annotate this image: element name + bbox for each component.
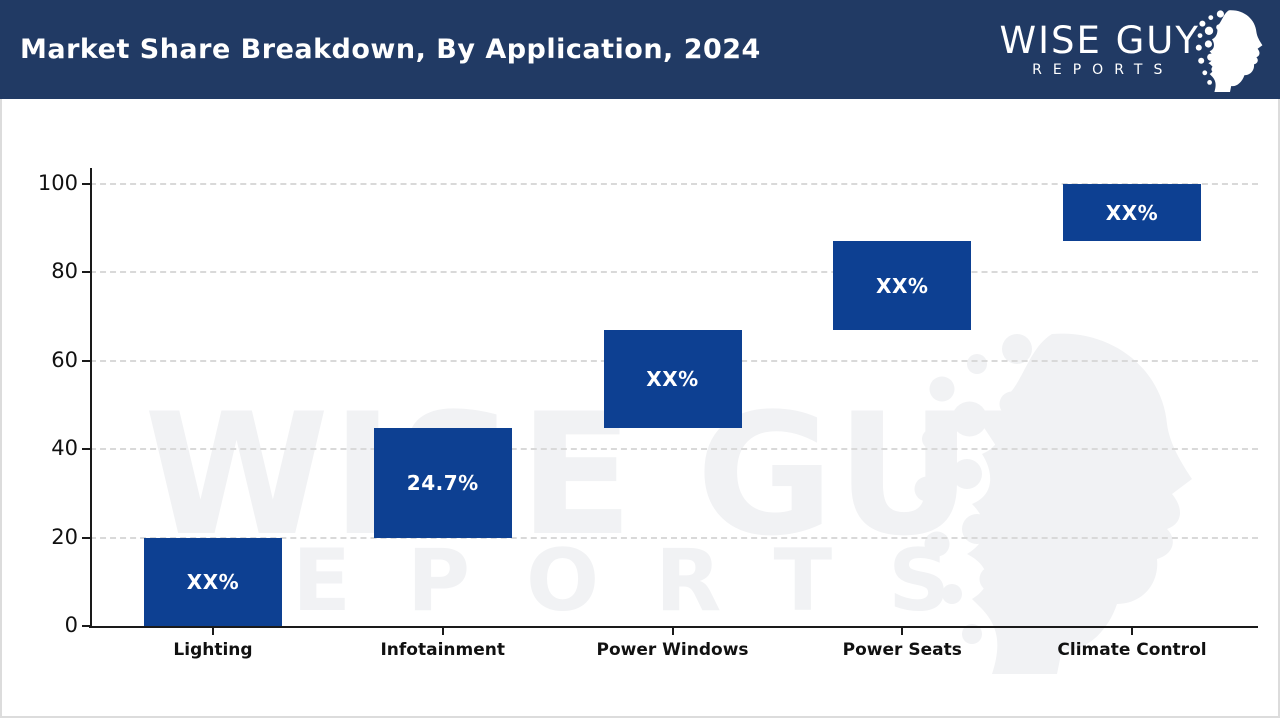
bar-label-infotainment: 24.7% bbox=[406, 471, 479, 495]
x-label-lighting: Lighting bbox=[173, 640, 253, 660]
bar-label-climate-control: XX% bbox=[1105, 200, 1159, 225]
chart-card: WISE GUY REPORTS 0 20 40 60 80 100 XX% Lighting… bbox=[0, 99, 1280, 718]
x-label-power-seats: Power Seats bbox=[842, 640, 962, 660]
y-tick-label-80: 80 bbox=[51, 259, 78, 284]
y-tick-mark-100 bbox=[82, 183, 90, 185]
bar-lighting: XX% bbox=[144, 537, 282, 626]
x-tick-mark-lighting bbox=[212, 628, 214, 635]
y-tick-label-20: 20 bbox=[51, 524, 78, 549]
y-tick-mark-80 bbox=[82, 271, 90, 274]
bar-power-seats: XX% bbox=[833, 241, 972, 330]
y-tick-label-0: 0 bbox=[64, 613, 78, 637]
bar-label-power-seats: XX% bbox=[876, 273, 929, 298]
bar-label-power-windows: XX% bbox=[646, 367, 699, 392]
bar-climate-control: XX% bbox=[1063, 184, 1201, 242]
x-tick-mark-power-windows bbox=[671, 628, 674, 635]
wiseguy-logo: WISE GUY REPORTS bbox=[1000, 8, 1280, 92]
gridline-80 bbox=[90, 271, 1258, 274]
gridline-20 bbox=[90, 536, 1258, 539]
bar-infotainment: 24.7% bbox=[373, 428, 512, 538]
gridline-100 bbox=[90, 183, 1258, 185]
bar-label-lighting: XX% bbox=[186, 569, 240, 594]
x-tick-mark-power-seats bbox=[901, 628, 904, 635]
header-bar: Market Share Breakdown, By Application, … bbox=[0, 0, 1280, 99]
y-axis-line bbox=[90, 168, 92, 628]
y-tick-label-100: 100 bbox=[37, 171, 78, 195]
x-tick-mark-climate-control bbox=[1131, 628, 1133, 635]
x-tick-mark-infotainment bbox=[441, 628, 444, 635]
x-label-climate-control: Climate Control bbox=[1057, 640, 1207, 660]
chart-title: Market Share Breakdown, By Application, … bbox=[20, 34, 761, 65]
x-axis-line bbox=[89, 626, 1258, 628]
y-tick-mark-40 bbox=[82, 448, 90, 451]
y-tick-mark-0 bbox=[82, 625, 90, 627]
gridline-40 bbox=[90, 448, 1258, 451]
y-tick-label-60: 60 bbox=[51, 347, 78, 372]
logo-text: WISE GUY REPORTS bbox=[1000, 22, 1200, 77]
logo-subtitle: REPORTS bbox=[1032, 62, 1174, 78]
y-tick-mark-20 bbox=[82, 536, 90, 539]
logo-wordmark: WISE GUY bbox=[999, 19, 1200, 62]
chart-area: 0 20 40 60 80 100 XX% Lighting 24.7% Infotainment… bbox=[2, 99, 1278, 716]
logo-face-icon bbox=[1195, 9, 1263, 92]
x-label-infotainment: Infotainment bbox=[380, 640, 505, 660]
x-label-power-windows: Power Windows bbox=[596, 640, 749, 660]
bar-power-windows: XX% bbox=[603, 329, 742, 429]
y-tick-label-40: 40 bbox=[51, 436, 78, 461]
y-tick-mark-60 bbox=[82, 359, 90, 362]
